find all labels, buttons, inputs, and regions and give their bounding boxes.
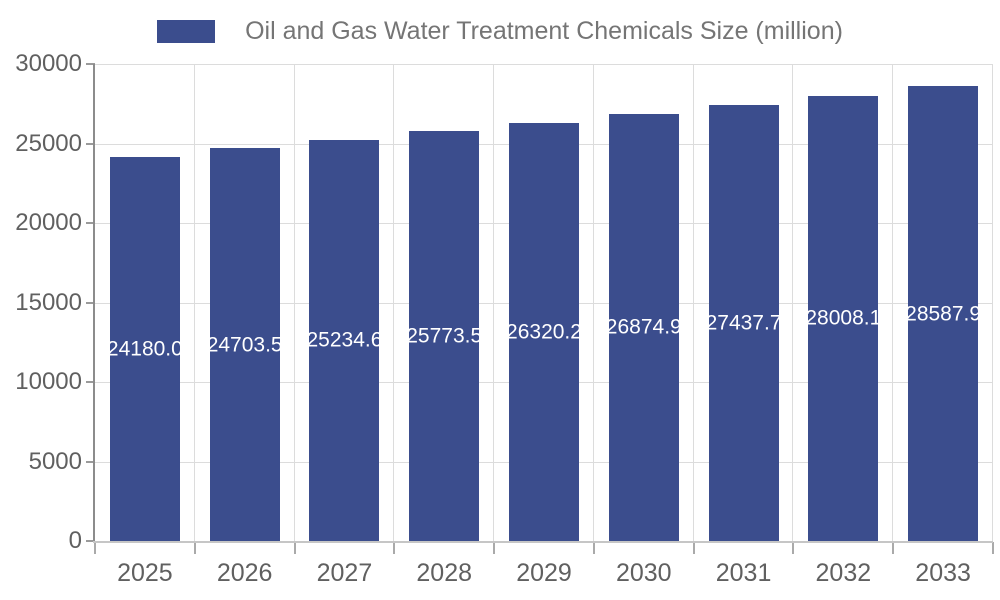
- gridline-vertical: [493, 64, 495, 541]
- x-tick: [592, 542, 595, 554]
- gridline-vertical: [792, 64, 794, 541]
- x-axis-line: [93, 541, 993, 543]
- bar-2032: 28008.1: [808, 95, 879, 541]
- gridline-horizontal: [95, 64, 993, 65]
- y-tick: [86, 222, 95, 224]
- bar-value-label: 24703.5: [209, 333, 280, 357]
- bar-2027: 25234.6: [309, 139, 380, 541]
- y-tick: [86, 301, 95, 304]
- bar-2033: 28587.9: [908, 86, 979, 541]
- x-tick: [94, 542, 96, 554]
- x-axis-label: 2032: [815, 559, 872, 587]
- y-tick: [86, 381, 95, 383]
- gridline-vertical: [293, 64, 295, 541]
- x-axis-label: 2031: [715, 559, 772, 587]
- y-tick: [86, 142, 95, 145]
- bar-2026: 24703.5: [209, 148, 280, 541]
- bar-value-label: 25234.6: [309, 328, 380, 352]
- bar-2029: 26320.2: [509, 122, 579, 541]
- y-axis-label: 20000: [15, 209, 82, 236]
- bar-value-label: 24180.0: [109, 337, 180, 361]
- bar-2028: 25773.5: [409, 131, 480, 541]
- x-tick: [992, 542, 994, 554]
- y-tick: [86, 540, 95, 542]
- gridline-vertical: [692, 64, 694, 541]
- x-tick: [493, 542, 496, 554]
- legend-label: Oil and Gas Water Treatment Chemicals Si…: [245, 17, 843, 45]
- x-axis-label: 2025: [117, 559, 173, 587]
- bar-2030: 26874.9: [608, 113, 679, 541]
- x-axis-label: 2030: [615, 559, 672, 587]
- y-axis-label: 5000: [28, 447, 82, 475]
- x-tick: [792, 542, 795, 554]
- legend-swatch: [157, 20, 216, 43]
- x-tick: [393, 542, 396, 554]
- y-axis-label: 15000: [15, 288, 82, 316]
- y-tick: [86, 460, 95, 463]
- x-tick: [692, 542, 695, 554]
- y-axis-label: 10000: [15, 368, 82, 395]
- x-axis-label: 2027: [316, 559, 373, 587]
- bar-value-label: 26320.2: [509, 320, 579, 344]
- x-axis-label: 2029: [516, 559, 572, 587]
- x-tick: [293, 542, 296, 554]
- bar-value-label: 28008.1: [808, 306, 879, 330]
- x-axis-label: 2028: [416, 559, 473, 587]
- gridline-vertical: [992, 64, 993, 541]
- x-tick: [193, 542, 196, 554]
- gridline-vertical: [592, 64, 594, 541]
- gridline-vertical: [193, 64, 195, 541]
- bar-2025: 24180.0: [109, 156, 180, 541]
- bar-2031: 27437.7: [708, 104, 779, 541]
- x-axis-label: 2026: [216, 559, 273, 587]
- y-axis-line: [93, 64, 95, 543]
- x-axis-label: 2033: [915, 559, 971, 587]
- legend: Oil and Gas Water Treatment Chemicals Si…: [0, 19, 1000, 44]
- bar-value-label: 25773.5: [409, 324, 480, 348]
- gridline-vertical: [892, 64, 894, 541]
- y-axis-label: 0: [68, 527, 82, 554]
- y-axis-label: 25000: [15, 129, 82, 157]
- bar-value-label: 28587.9: [908, 302, 979, 326]
- y-axis-label: 30000: [15, 50, 82, 77]
- y-tick: [86, 63, 95, 65]
- bar-value-label: 26874.9: [608, 315, 679, 339]
- gridline-vertical: [393, 64, 395, 541]
- x-tick: [892, 542, 895, 554]
- bar-value-label: 27437.7: [708, 311, 779, 335]
